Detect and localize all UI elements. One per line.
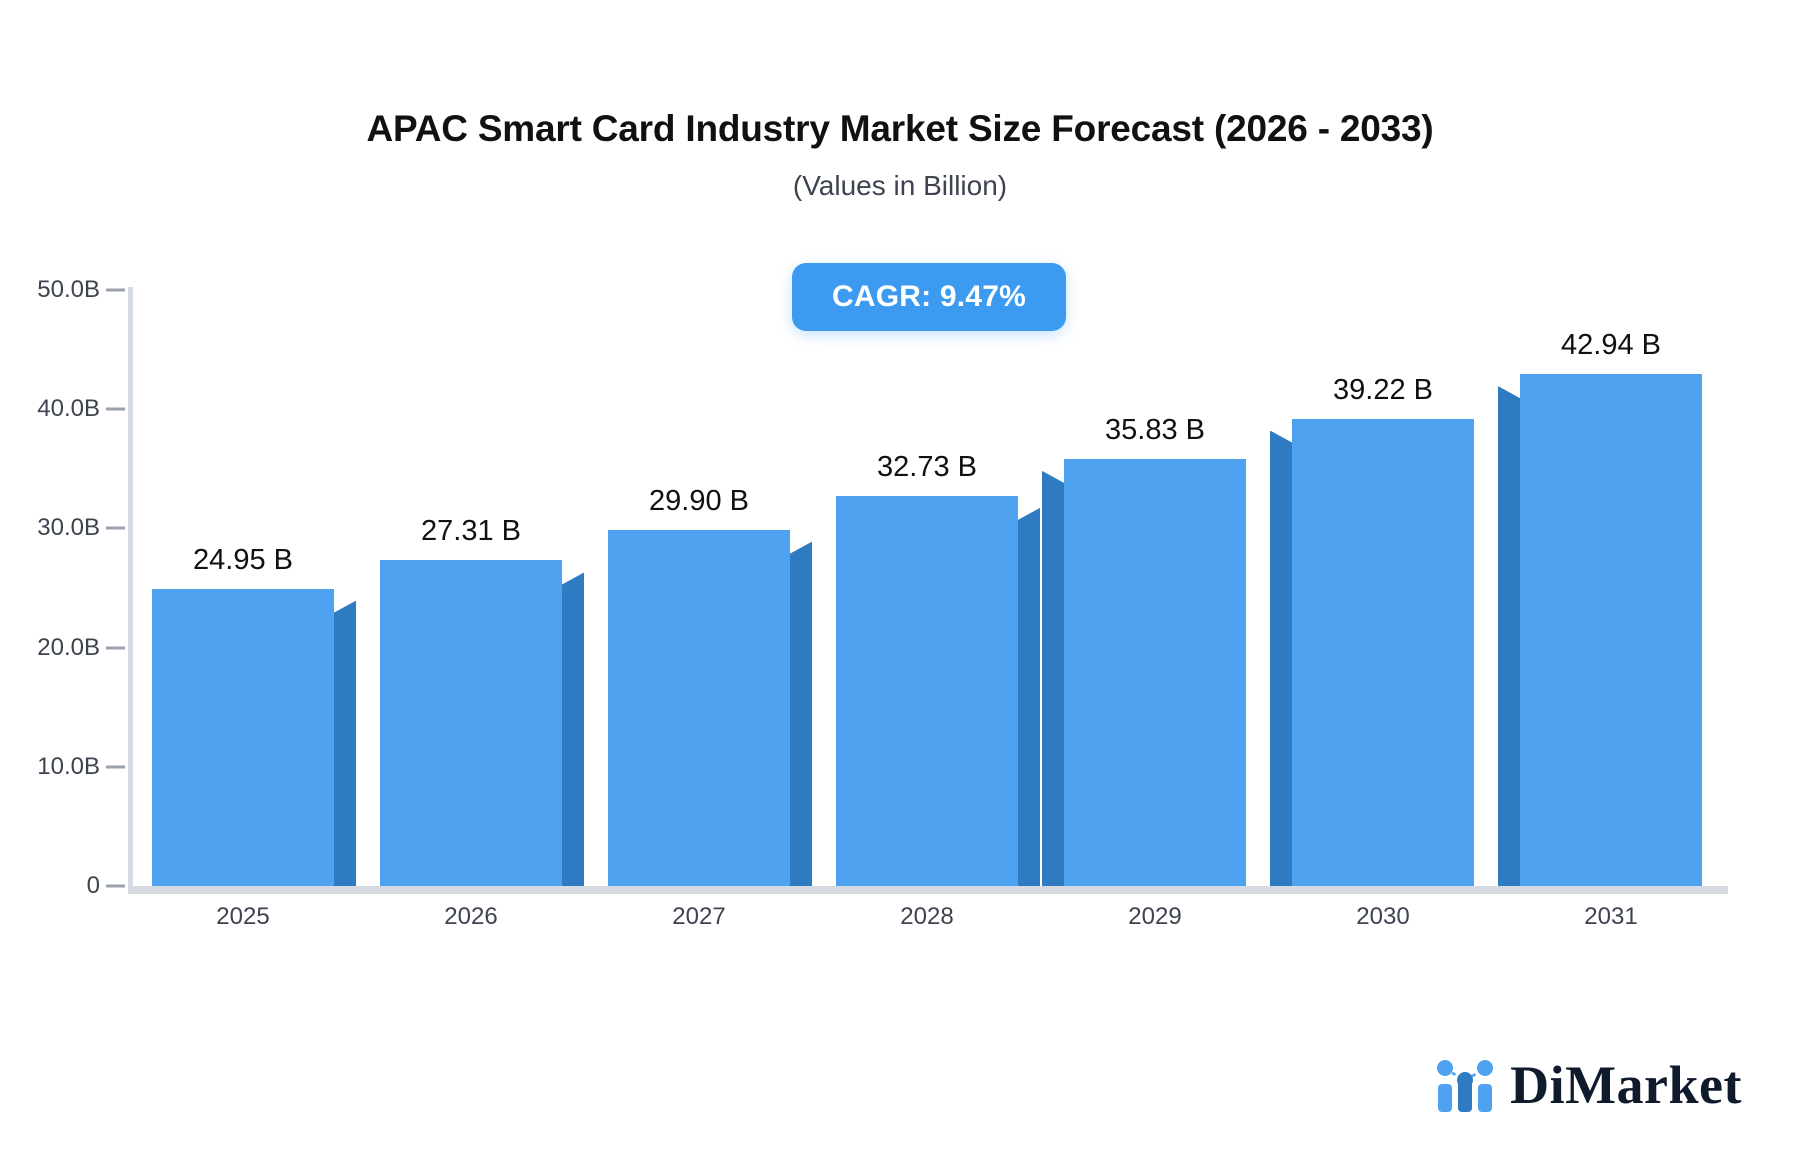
x-axis-tick-label: 2031 (1584, 903, 1638, 930)
y-axis-tick-mark (106, 884, 125, 888)
chart-subtitle: (Values in Billion) (792, 170, 1008, 201)
bar[interactable]: 29.90 B (608, 485, 812, 886)
bar-value-label: 29.90 B (649, 484, 749, 517)
bar-3d-side-face (1498, 386, 1520, 886)
bar-front-face (608, 529, 790, 886)
y-axis-tick-label: 30.0B (37, 514, 100, 542)
cagr-badge: CAGR: 9.47% (792, 263, 1066, 331)
bar-value-label: 42.94 B (1561, 329, 1661, 362)
bar-value-label: 39.22 B (1333, 373, 1433, 406)
bar-front-face (1292, 418, 1474, 886)
y-axis-tick-mark (106, 407, 125, 411)
bar-chart-logo-icon (1437, 1060, 1494, 1112)
bar[interactable]: 24.95 B (152, 544, 356, 886)
bar[interactable]: 35.83 B (1042, 414, 1246, 886)
bar-3d-side-face (562, 572, 584, 886)
y-axis-tick-label: 40.0B (37, 395, 100, 423)
x-axis-tick-label: 2029 (1128, 903, 1182, 930)
bar[interactable]: 27.31 B (380, 515, 584, 886)
logo-wordmark: DiMarket (1510, 1055, 1742, 1115)
bar-value-label: 35.83 B (1105, 413, 1205, 446)
bar-3d-side-face (1018, 507, 1040, 886)
x-axis-tick-label: 2026 (444, 903, 498, 930)
dimarket-logo: DiMarket (1434, 1056, 1742, 1114)
x-axis-line (128, 886, 1728, 894)
bar-value-label: 24.95 B (193, 543, 293, 576)
y-axis-tick-label: 50.0B (37, 276, 100, 303)
x-axis-tick-label: 2028 (900, 903, 954, 930)
y-axis-tick-label: 10.0B (37, 752, 100, 780)
bar-3d-side-face (1270, 430, 1292, 886)
bar-value-label: 27.31 B (421, 515, 521, 548)
bar-3d-side-face (790, 541, 812, 886)
x-axis-tick-label: 2027 (672, 903, 726, 930)
bar-3d-side-face (1042, 470, 1064, 886)
bar-3d-side-face (334, 600, 356, 886)
y-axis-tick-mark (106, 288, 125, 292)
bar-front-face (380, 560, 562, 886)
x-axis-tick-label: 2030 (1356, 903, 1410, 930)
bar-front-face (152, 588, 334, 886)
bar[interactable]: 42.94 B (1498, 329, 1702, 886)
y-axis-tick-mark (106, 765, 125, 769)
y-axis-line (128, 287, 133, 891)
page-title: APAC Smart Card Industry Market Size For… (366, 108, 1434, 149)
y-axis-tick-mark (106, 646, 125, 650)
bar-front-face (1520, 374, 1702, 886)
y-axis-tick-label: 0 (86, 872, 100, 899)
bar[interactable]: 32.73 B (836, 451, 1040, 886)
bar-front-face (1064, 458, 1246, 886)
y-axis-tick-mark (106, 526, 125, 530)
x-axis-tick-label: 2025 (216, 903, 270, 930)
y-axis-tick-label: 20.0B (37, 633, 100, 661)
bar-front-face (836, 495, 1018, 886)
cagr-badge-label: CAGR: 9.47% (832, 280, 1026, 313)
bar-value-label: 32.73 B (877, 450, 977, 483)
bar[interactable]: 39.22 B (1270, 374, 1474, 886)
